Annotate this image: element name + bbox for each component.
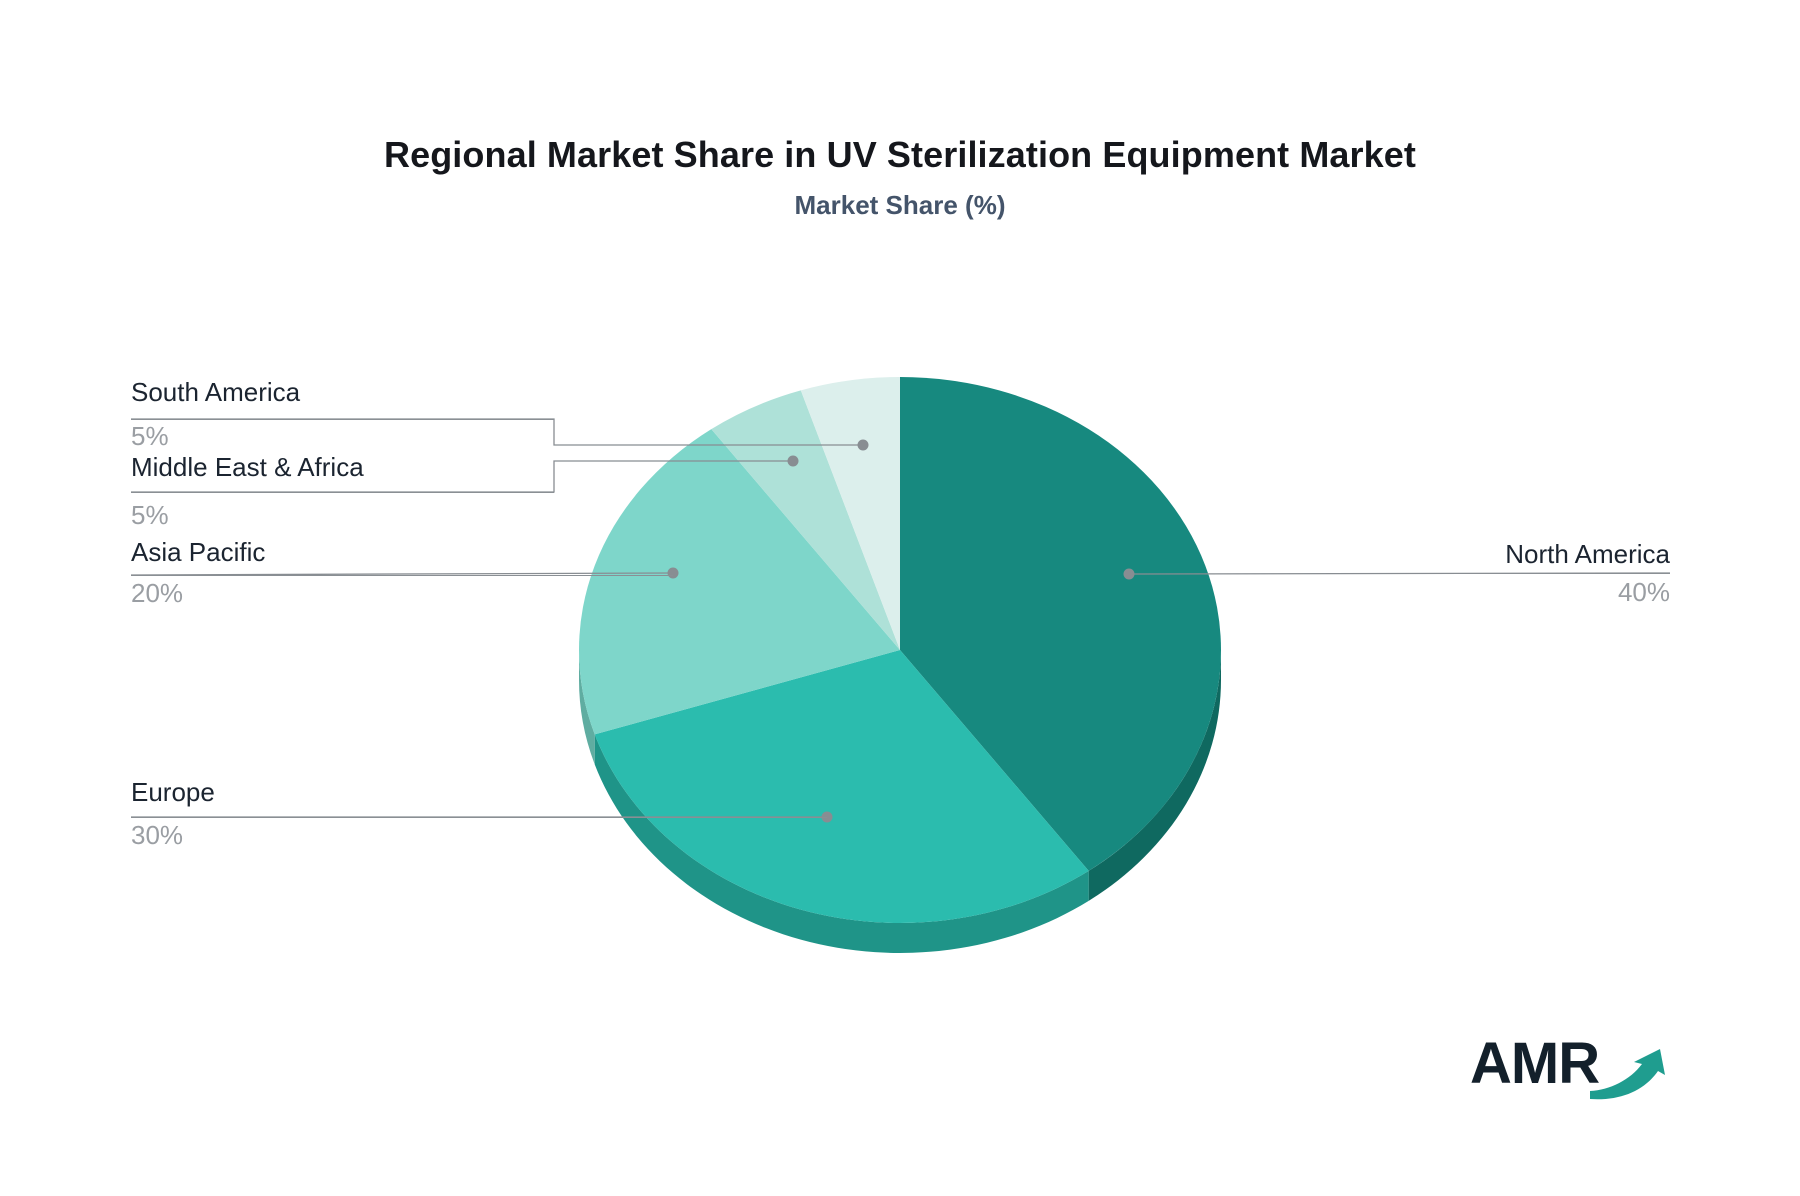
svg-text:AMR: AMR bbox=[1470, 1031, 1599, 1096]
